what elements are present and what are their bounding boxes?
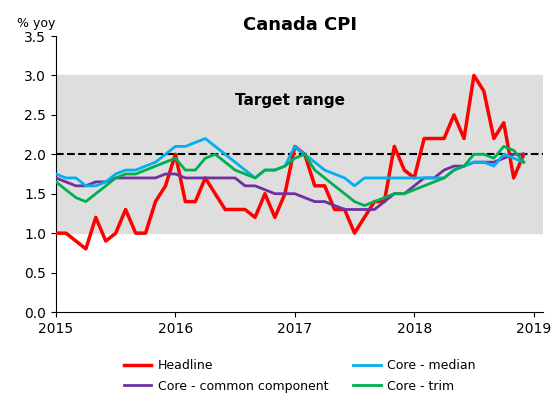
Text: Target range: Target range	[235, 93, 345, 108]
Legend: Headline, Core - common component, Core - median, Core - trim: Headline, Core - common component, Core …	[119, 354, 480, 398]
Text: % yoy: % yoy	[17, 18, 55, 30]
Title: Canada CPI: Canada CPI	[242, 16, 357, 34]
Bar	[56, 76, 543, 233]
